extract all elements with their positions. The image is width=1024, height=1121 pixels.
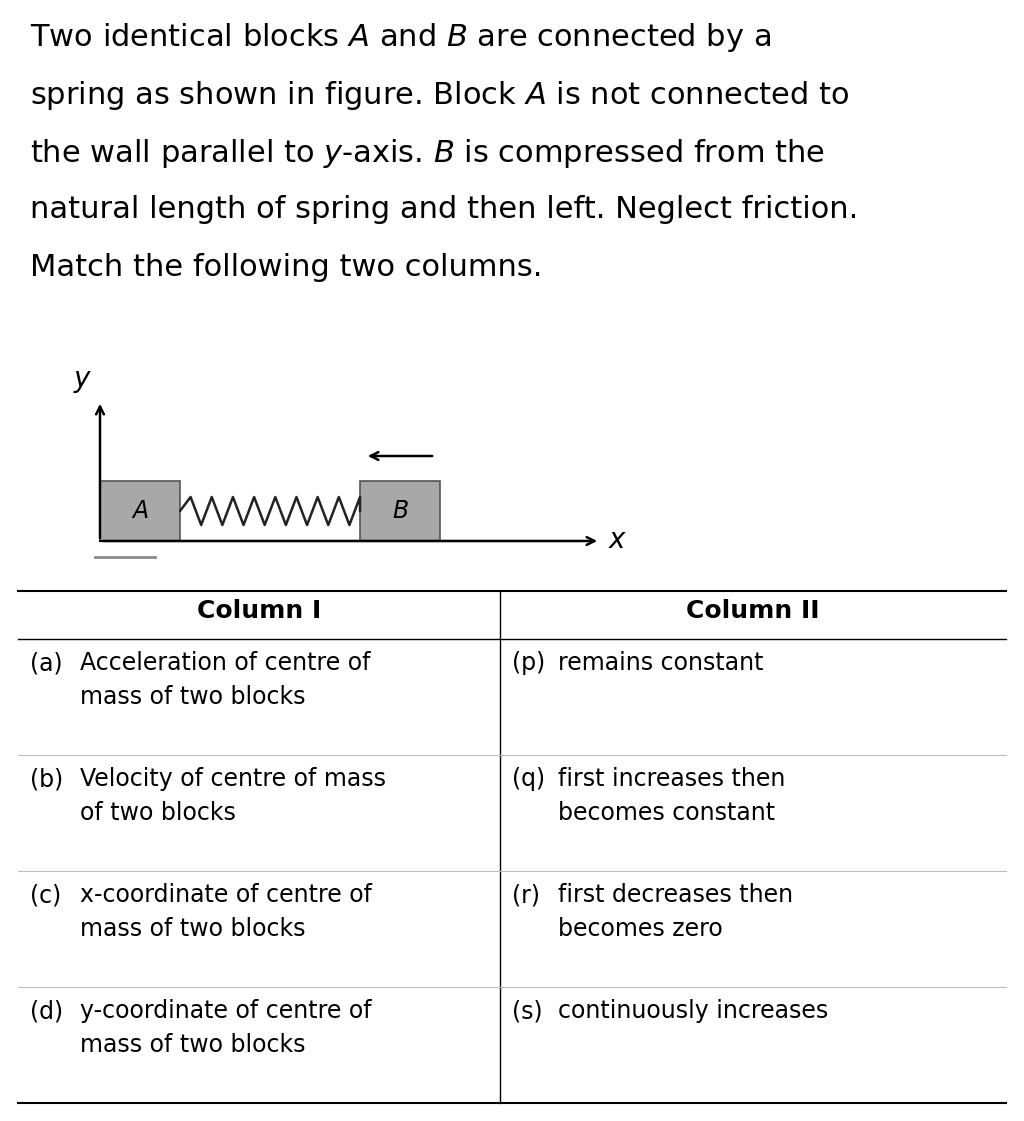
Text: x-coordinate of centre of
mass of two blocks: x-coordinate of centre of mass of two bl… bbox=[80, 883, 372, 941]
Text: y-coordinate of centre of
mass of two blocks: y-coordinate of centre of mass of two bl… bbox=[80, 999, 372, 1056]
Text: continuously increases: continuously increases bbox=[558, 999, 828, 1023]
Text: (r): (r) bbox=[512, 883, 540, 907]
Text: $B$: $B$ bbox=[391, 500, 409, 522]
Text: Acceleration of centre of
mass of two blocks: Acceleration of centre of mass of two bl… bbox=[80, 651, 371, 708]
Text: natural length of spring and then left. Neglect friction.: natural length of spring and then left. … bbox=[30, 195, 858, 224]
Text: (d): (d) bbox=[30, 999, 63, 1023]
Text: Match the following two columns.: Match the following two columns. bbox=[30, 253, 543, 282]
Text: (b): (b) bbox=[30, 767, 63, 791]
Text: $y$: $y$ bbox=[73, 368, 92, 395]
Text: Velocity of centre of mass
of two blocks: Velocity of centre of mass of two blocks bbox=[80, 767, 386, 825]
Text: Column II: Column II bbox=[686, 599, 820, 623]
Text: (q): (q) bbox=[512, 767, 545, 791]
Text: spring as shown in figure. Block $A$ is not connected to: spring as shown in figure. Block $A$ is … bbox=[30, 78, 850, 112]
Text: (c): (c) bbox=[30, 883, 61, 907]
Text: first decreases then
becomes zero: first decreases then becomes zero bbox=[558, 883, 794, 941]
Bar bbox=[100, 481, 180, 541]
Text: (a): (a) bbox=[30, 651, 62, 675]
Text: $A$: $A$ bbox=[131, 500, 148, 522]
Text: (s): (s) bbox=[512, 999, 543, 1023]
Text: remains constant: remains constant bbox=[558, 651, 764, 675]
Text: $x$: $x$ bbox=[608, 528, 628, 555]
Bar bbox=[360, 481, 440, 541]
Text: Column I: Column I bbox=[197, 599, 322, 623]
Text: first increases then
becomes constant: first increases then becomes constant bbox=[558, 767, 785, 825]
Text: (p): (p) bbox=[512, 651, 545, 675]
Text: the wall parallel to $y$-axis. $B$ is compressed from the: the wall parallel to $y$-axis. $B$ is co… bbox=[30, 137, 825, 170]
Text: Two identical blocks $A$ and $B$ are connected by a: Two identical blocks $A$ and $B$ are con… bbox=[30, 21, 771, 54]
